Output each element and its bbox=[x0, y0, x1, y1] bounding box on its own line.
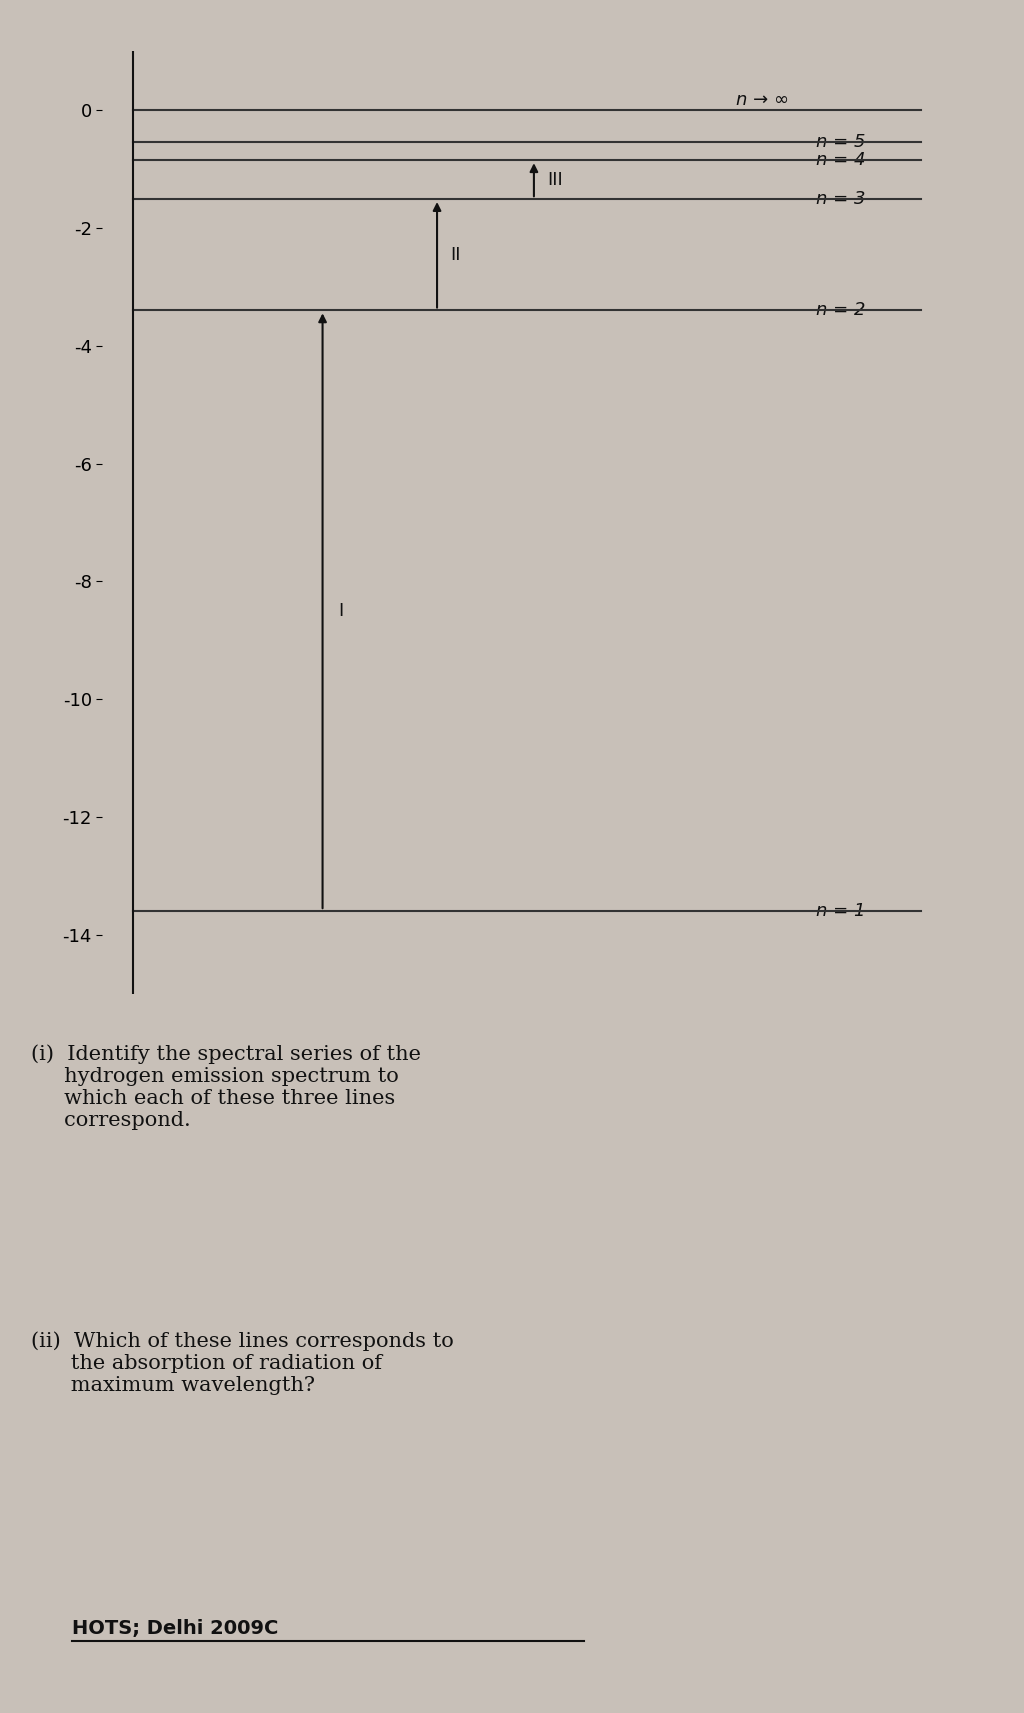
Text: HOTS; Delhi 2009C: HOTS; Delhi 2009C bbox=[72, 1619, 279, 1638]
Text: II: II bbox=[451, 247, 461, 264]
Text: n = 1: n = 1 bbox=[816, 903, 865, 920]
Text: I: I bbox=[338, 601, 344, 620]
Text: (ii)  Which of these lines corresponds to
      the absorption of radiation of
 : (ii) Which of these lines corresponds to… bbox=[31, 1331, 454, 1396]
Text: n = 4: n = 4 bbox=[816, 151, 865, 170]
Text: n → ∞: n → ∞ bbox=[736, 91, 790, 108]
Text: n = 3: n = 3 bbox=[816, 190, 865, 209]
Text: (i)  Identify the spectral series of the
     hydrogen emission spectrum to
    : (i) Identify the spectral series of the … bbox=[31, 1043, 421, 1129]
Text: n = 5: n = 5 bbox=[816, 134, 865, 151]
Text: n = 2: n = 2 bbox=[816, 301, 865, 320]
Text: III: III bbox=[547, 171, 563, 188]
